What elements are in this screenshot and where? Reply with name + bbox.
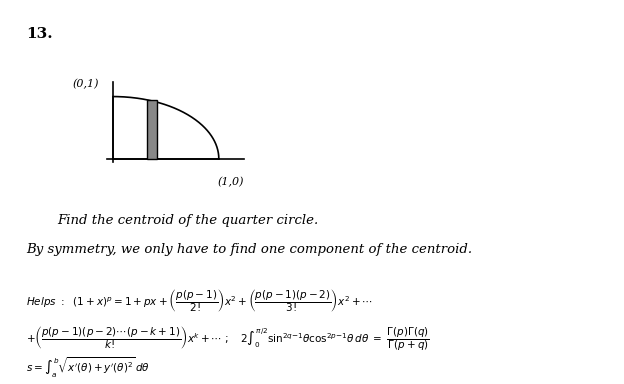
- Text: (1,0): (1,0): [218, 177, 245, 187]
- Text: By symmetry, we only have to find one component of the centroid.: By symmetry, we only have to find one co…: [26, 243, 472, 256]
- Text: Find the centroid of the quarter circle.: Find the centroid of the quarter circle.: [57, 214, 318, 227]
- Text: $+ \left(\dfrac{p(p-1)(p-2)\cdots(p-k+1)}{k!}\right)x^k + \cdots\ ;\ \ \ 2\int_0: $+ \left(\dfrac{p(p-1)(p-2)\cdots(p-k+1)…: [26, 324, 430, 353]
- Text: $\mathit{Helps}\ \mathit{:}\ \ (1+x)^p = 1 + px + \left(\dfrac{p(p-1)}{2!}\right: $\mathit{Helps}\ \mathit{:}\ \ (1+x)^p =…: [26, 287, 373, 314]
- Text: (0,1): (0,1): [72, 79, 99, 89]
- Text: $s = \int_a^b \sqrt{x'(\theta) + y'(\theta)^2}\,d\theta$: $s = \int_a^b \sqrt{x'(\theta) + y'(\the…: [26, 356, 150, 381]
- Text: 13.: 13.: [26, 27, 53, 41]
- Bar: [147, 100, 157, 159]
